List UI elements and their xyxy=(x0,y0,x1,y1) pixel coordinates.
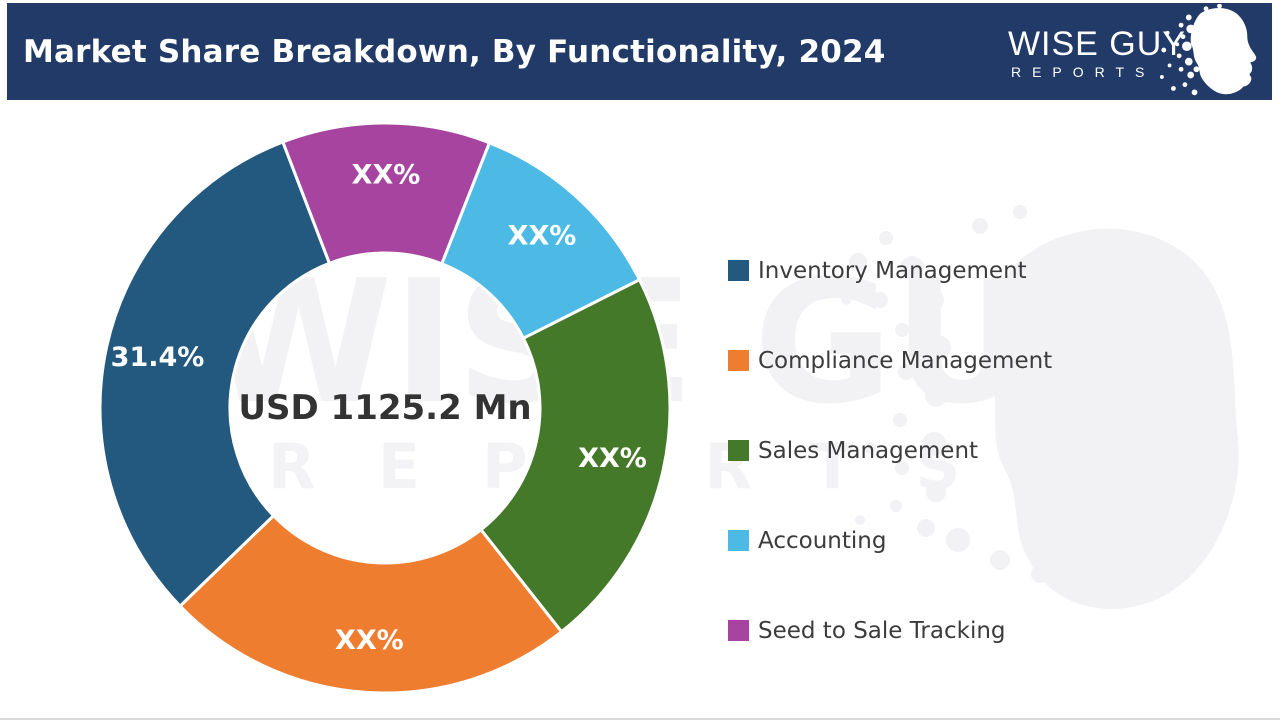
legend: Inventory Management Compliance Manageme… xyxy=(728,257,1052,644)
legend-swatch xyxy=(728,620,749,641)
donut-segment xyxy=(98,140,331,608)
legend-label: Accounting xyxy=(758,527,887,554)
segment-percent-label: XX% xyxy=(508,220,577,251)
center-value: USD 1125.2 Mn xyxy=(238,388,532,428)
legend-item: Seed to Sale Tracking xyxy=(728,617,1052,644)
header: Market Share Breakdown, By Functionality… xyxy=(7,3,1272,100)
logo-reports-label: REPORTS xyxy=(1010,63,1156,80)
legend-item: Inventory Management xyxy=(728,257,1052,284)
segment-percent-label: XX% xyxy=(352,160,421,191)
wise-guy-face-icon xyxy=(1159,3,1257,95)
donut-chart: 31.4% XX% XX% XX% XX% xyxy=(98,121,672,695)
legend-item: Compliance Management xyxy=(728,347,1052,374)
segment-percent-label: XX% xyxy=(335,625,404,656)
legend-label: Sales Management xyxy=(758,437,979,464)
logo-text: WISE GUY REPORTS xyxy=(1008,27,1186,79)
donut-segment xyxy=(281,121,491,266)
legend-label: Seed to Sale Tracking xyxy=(758,617,1006,644)
page-title: Market Share Breakdown, By Functionality… xyxy=(23,33,886,70)
legend-label: Inventory Management xyxy=(758,257,1027,284)
legend-swatch xyxy=(728,530,749,551)
legend-item: Sales Management xyxy=(728,437,1052,464)
legend-swatch xyxy=(728,350,749,371)
segment-percent-label: XX% xyxy=(578,443,647,474)
segment-percent-label: 31.4% xyxy=(111,342,205,373)
wise-guy-logo: WISE GUY REPORTS xyxy=(1008,3,1262,100)
donut-segment xyxy=(479,278,672,634)
chart-area: WISE GUY REPORTS 31.4% XX% XX% XX% XX% USD 1… xyxy=(0,100,1280,718)
legend-swatch xyxy=(728,440,749,461)
legend-swatch xyxy=(728,260,749,281)
footer-divider xyxy=(0,718,1280,720)
watermark-face-icon xyxy=(841,205,1239,609)
watermark: WISE GUY REPORTS xyxy=(0,100,1280,718)
legend-label: Compliance Management xyxy=(758,347,1053,374)
donut-segment xyxy=(178,514,564,695)
legend-item: Accounting xyxy=(728,527,1052,554)
logo-wordmark: WISE GUY xyxy=(1007,24,1186,63)
